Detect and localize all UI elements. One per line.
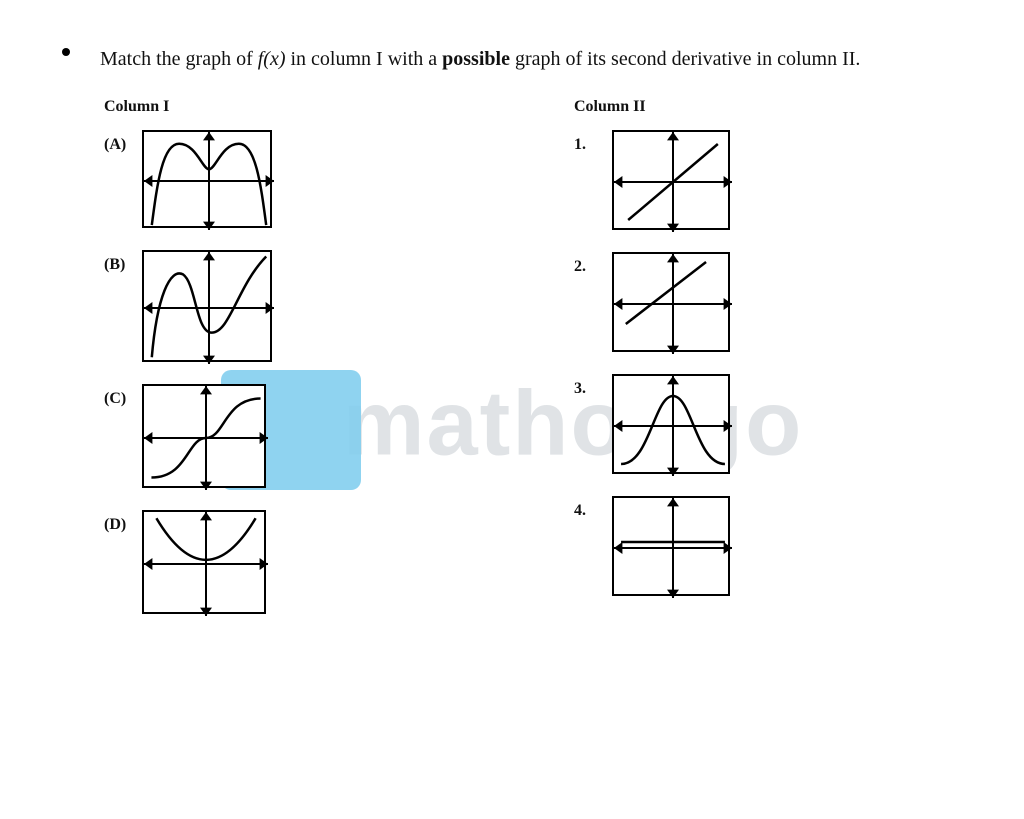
bullet-icon [62,48,70,56]
column-1: Column I (A) (B) (C) (D) [104,98,574,636]
column-2-head: Column II [574,98,730,116]
col1-label-1: (B) [104,250,142,274]
col1-label-0: (A) [104,130,142,154]
col2-label-3: 4. [574,496,612,520]
question-text: Match the graph of f(x) in column I with… [56,40,968,78]
graph-cubic_wave [142,250,272,362]
column-2: Column II 1. 2. 3. 4. [574,98,730,636]
col1-row-0: (A) [104,130,574,228]
col2-label-2: 3. [574,374,612,398]
graph-line_shifted [612,252,730,352]
graph-s_curve [142,384,266,488]
col2-row-3: 4. [574,496,730,596]
col2-label-0: 1. [574,130,612,154]
graph-line_origin [612,130,730,230]
graph-flat [612,496,730,596]
column-1-head: Column I [104,98,574,116]
graph-parabola_up [142,510,266,614]
col1-label-2: (C) [104,384,142,408]
col2-row-1: 2. [574,252,730,352]
col1-row-2: (C) [104,384,574,488]
col2-label-1: 2. [574,252,612,276]
graph-bell [612,374,730,474]
col1-row-3: (D) [104,510,574,614]
graph-double_hump [142,130,272,228]
col2-row-2: 3. [574,374,730,474]
col1-row-1: (B) [104,250,574,362]
col1-label-3: (D) [104,510,142,534]
col2-row-0: 1. [574,130,730,230]
